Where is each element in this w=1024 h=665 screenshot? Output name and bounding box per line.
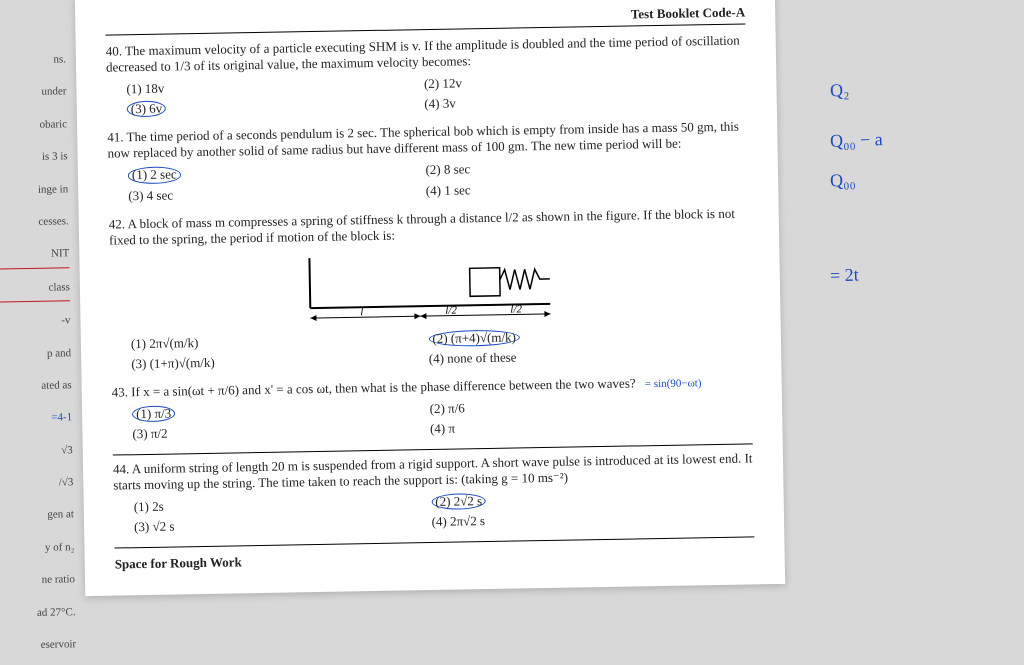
q43-handnote: = sin(90−ωt) bbox=[645, 377, 702, 390]
q41-opt2: (2) 8 sec bbox=[425, 157, 723, 178]
left-margin-fragments: ns. under obaric is 3 is inge in cesses.… bbox=[0, 46, 76, 665]
q40-options: (1) 18v (2) 12v (3) 6v (4) 3v bbox=[126, 68, 747, 119]
q44-opt3: (3) √2 s bbox=[134, 514, 432, 535]
q41-opt3: (3) 4 sec bbox=[128, 183, 426, 204]
circled-icon: (2) (π+4)√(m/k) bbox=[428, 329, 520, 347]
rough-work-label: Space for Rough Work bbox=[115, 546, 755, 573]
q44-opt1: (1) 2s bbox=[134, 494, 432, 515]
q40-opt2: (2) 12v bbox=[424, 71, 722, 92]
handwriting-3: Q₀₀ bbox=[830, 170, 856, 192]
q43-opt1: (1) π/3 bbox=[132, 401, 430, 422]
handwriting-4: = 2t bbox=[830, 265, 859, 287]
svg-text:l: l bbox=[360, 306, 363, 318]
q44-text: 44. A uniform string of length 20 m is s… bbox=[113, 451, 753, 493]
q40-opt1: (1) 18v bbox=[126, 76, 424, 97]
svg-text:l/2: l/2 bbox=[510, 303, 522, 315]
circled-icon: (1) 2 sec bbox=[128, 167, 181, 184]
q44-opt4: (4) 2π√2 s bbox=[432, 509, 730, 530]
q44-opt2: (2) 2√2 s bbox=[431, 489, 729, 510]
circled-icon: (2) 2√2 s bbox=[431, 493, 486, 510]
handwriting-1: Q₂ bbox=[830, 80, 850, 102]
question-43: 43. If x = a sin(ωt + π/6) and x' = a co… bbox=[112, 373, 753, 444]
handwriting-2: Q₀₀ − a bbox=[830, 129, 883, 152]
q43-opt3: (3) π/2 bbox=[132, 421, 430, 442]
q42-opt1: (1) 2π√(m/k) bbox=[131, 331, 429, 352]
circled-icon: (1) π/3 bbox=[132, 405, 175, 422]
exam-page: ns. under obaric is 3 is inge in cesses.… bbox=[75, 0, 785, 596]
q44-options: (1) 2s (2) 2√2 s (3) √2 s (4) 2π√2 s bbox=[134, 487, 755, 538]
svg-text:l/2: l/2 bbox=[445, 304, 457, 316]
q42-options: (1) 2π√(m/k) (2) (π+4)√(m/k) (3) (1+π)√(… bbox=[131, 323, 752, 374]
booklet-header: Test Booklet Code-A bbox=[105, 4, 745, 35]
circled-icon: (3) 6v bbox=[127, 101, 167, 118]
q41-options: (1) 2 sec (2) 8 sec (3) 4 sec (4) 1 sec bbox=[128, 155, 749, 206]
q41-text: 41. The time period of a seconds pendulu… bbox=[107, 119, 739, 161]
question-42: 42. A block of mass m compresses a sprin… bbox=[109, 205, 752, 374]
question-44: 44. A uniform string of length 20 m is s… bbox=[113, 451, 754, 538]
q41-opt1: (1) 2 sec bbox=[128, 162, 426, 183]
q42-text: 42. A block of mass m compresses a sprin… bbox=[109, 205, 735, 247]
q41-opt4: (4) 1 sec bbox=[426, 177, 724, 198]
spring-block-diagram: l l/2 l/2 bbox=[299, 248, 560, 323]
question-41: 41. The time period of a seconds pendulu… bbox=[107, 119, 748, 206]
q43-opt4: (4) π bbox=[430, 416, 728, 437]
q40-opt3: (3) 6v bbox=[127, 96, 425, 117]
q43-options: (1) π/3 (2) π/6 (3) π/2 (4) π bbox=[132, 393, 753, 444]
q43-opt2: (2) π/6 bbox=[430, 396, 728, 417]
q40-text: 40. The maximum velocity of a particle e… bbox=[106, 33, 740, 75]
q42-opt2: (2) (π+4)√(m/k) bbox=[428, 325, 726, 346]
q42-opt4: (4) none of these bbox=[429, 346, 727, 367]
q42-opt3: (3) (1+π)√(m/k) bbox=[131, 351, 429, 372]
q40-opt4: (4) 3v bbox=[424, 91, 722, 112]
question-40: 40. The maximum velocity of a particle e… bbox=[106, 32, 747, 119]
